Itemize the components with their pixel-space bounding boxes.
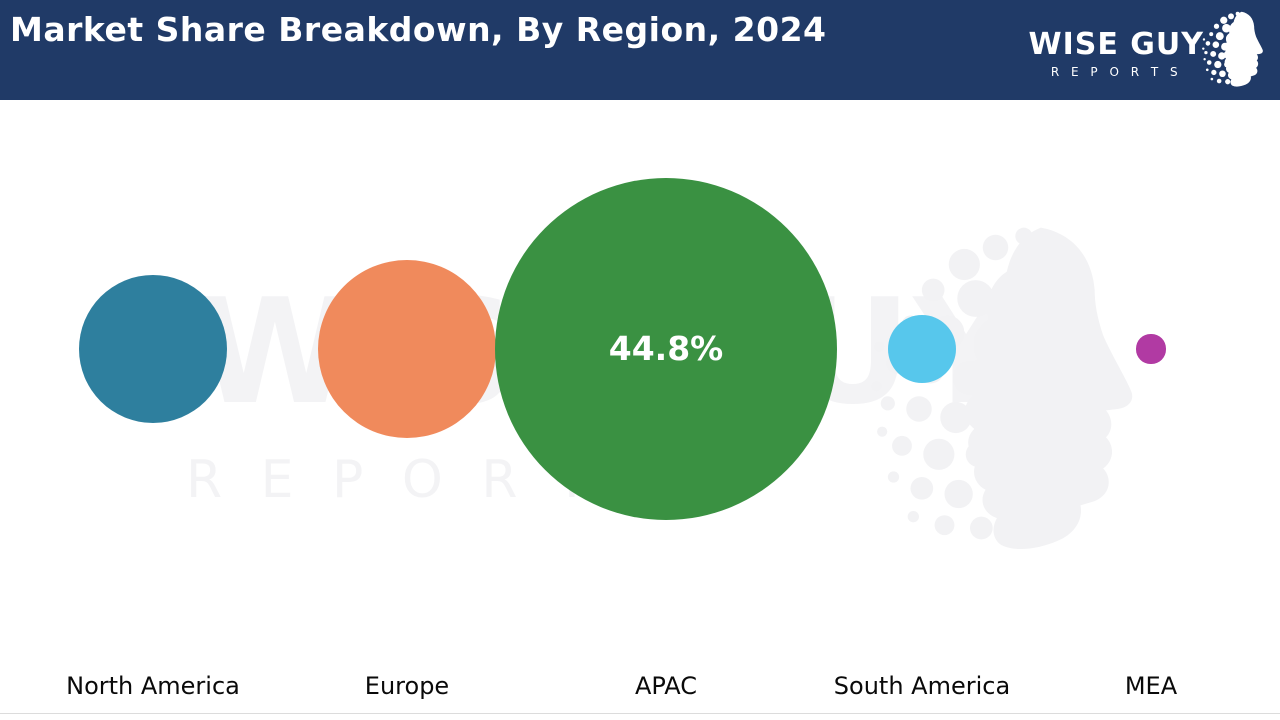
logo-name: WISE GUY [1028,27,1204,62]
category-label-apac: APAC [634,672,698,700]
bubble-apac: 44.8% [494,177,838,521]
wiseguy-face-icon [1200,9,1266,91]
bubble-north-america [78,274,228,424]
page-title: Market Share Breakdown, By Region, 2024 [10,10,827,49]
app-header: Market Share Breakdown, By Region, 2024 … [0,0,1280,100]
bottom-divider [0,713,1280,714]
logo-subtitle: R E P O R T S [1050,65,1182,79]
category-label-mea: MEA [1124,672,1178,700]
wiseguy-logo: WISE GUY R E P O R T S [1028,4,1266,96]
watermark-face-icon [862,222,1146,562]
bubble-europe [317,259,496,438]
bubble-south-america [888,315,956,383]
bubble-chart: WISE GUY R E P O R T S North AmericaEuro… [0,100,1280,720]
category-label-north-america: North America [66,672,240,700]
logo-text: WISE GUY R E P O R T S [1028,27,1204,79]
bubble-mea [1136,334,1166,364]
bubble-value-label: 44.8% [608,329,724,369]
category-label-europe: Europe [364,672,450,700]
category-label-south-america: South America [833,672,1011,700]
